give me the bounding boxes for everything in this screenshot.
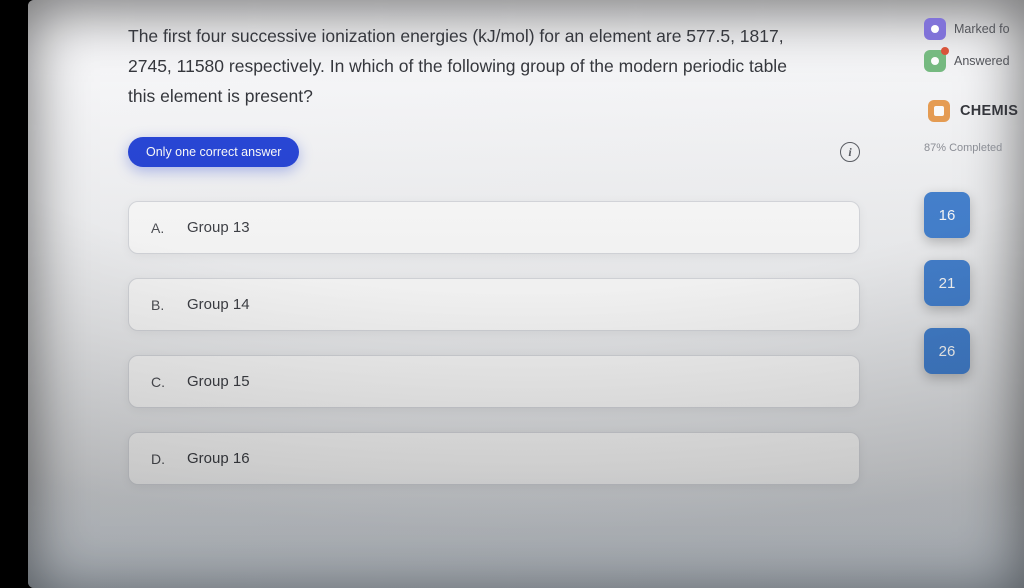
option-letter: A. (151, 220, 169, 236)
question-number-16[interactable]: 16 (924, 192, 970, 238)
option-text: Group 13 (187, 219, 250, 236)
status-answered[interactable]: Answered (924, 50, 1024, 72)
quiz-screen: The first four successive ionization ene… (28, 0, 1024, 588)
subject-row: CHEMIS (924, 100, 1024, 122)
option-a[interactable]: A. Group 13 (128, 201, 860, 254)
check-icon (924, 50, 946, 72)
progress-label: 87% Completed (924, 142, 1024, 154)
side-column: Marked fo Answered CHEMIS 87% Completed … (920, 0, 1024, 588)
question-line-2: 2745, 11580 respectively. In which of th… (128, 56, 787, 76)
main-column: The first four successive ionization ene… (28, 0, 920, 588)
option-text: Group 16 (187, 450, 250, 467)
option-b[interactable]: B. Group 14 (128, 278, 860, 331)
options-list: A. Group 13 B. Group 14 C. Group 15 D. G… (128, 201, 860, 485)
question-text: The first four successive ionization ene… (128, 22, 860, 111)
option-text: Group 15 (187, 373, 250, 390)
option-letter: D. (151, 451, 169, 467)
question-line-3: this element is present? (128, 86, 313, 106)
bookmark-icon (924, 18, 946, 40)
answer-type-badge: Only one correct answer (128, 137, 299, 167)
badge-row: Only one correct answer i (128, 137, 860, 167)
question-line-1: The first four successive ionization ene… (128, 26, 784, 46)
status-label: Marked fo (954, 22, 1010, 36)
subject-icon (928, 100, 950, 122)
option-text: Group 14 (187, 296, 250, 313)
question-number-list: 16 21 26 (924, 192, 1024, 374)
option-d[interactable]: D. Group 16 (128, 432, 860, 485)
question-number-26[interactable]: 26 (924, 328, 970, 374)
status-label: Answered (954, 54, 1010, 68)
info-icon[interactable]: i (840, 142, 860, 162)
status-marked[interactable]: Marked fo (924, 18, 1024, 40)
info-glyph: i (848, 145, 851, 160)
option-letter: B. (151, 297, 169, 313)
option-c[interactable]: C. Group 15 (128, 355, 860, 408)
question-number-21[interactable]: 21 (924, 260, 970, 306)
subject-label: CHEMIS (960, 103, 1018, 119)
option-letter: C. (151, 374, 169, 390)
